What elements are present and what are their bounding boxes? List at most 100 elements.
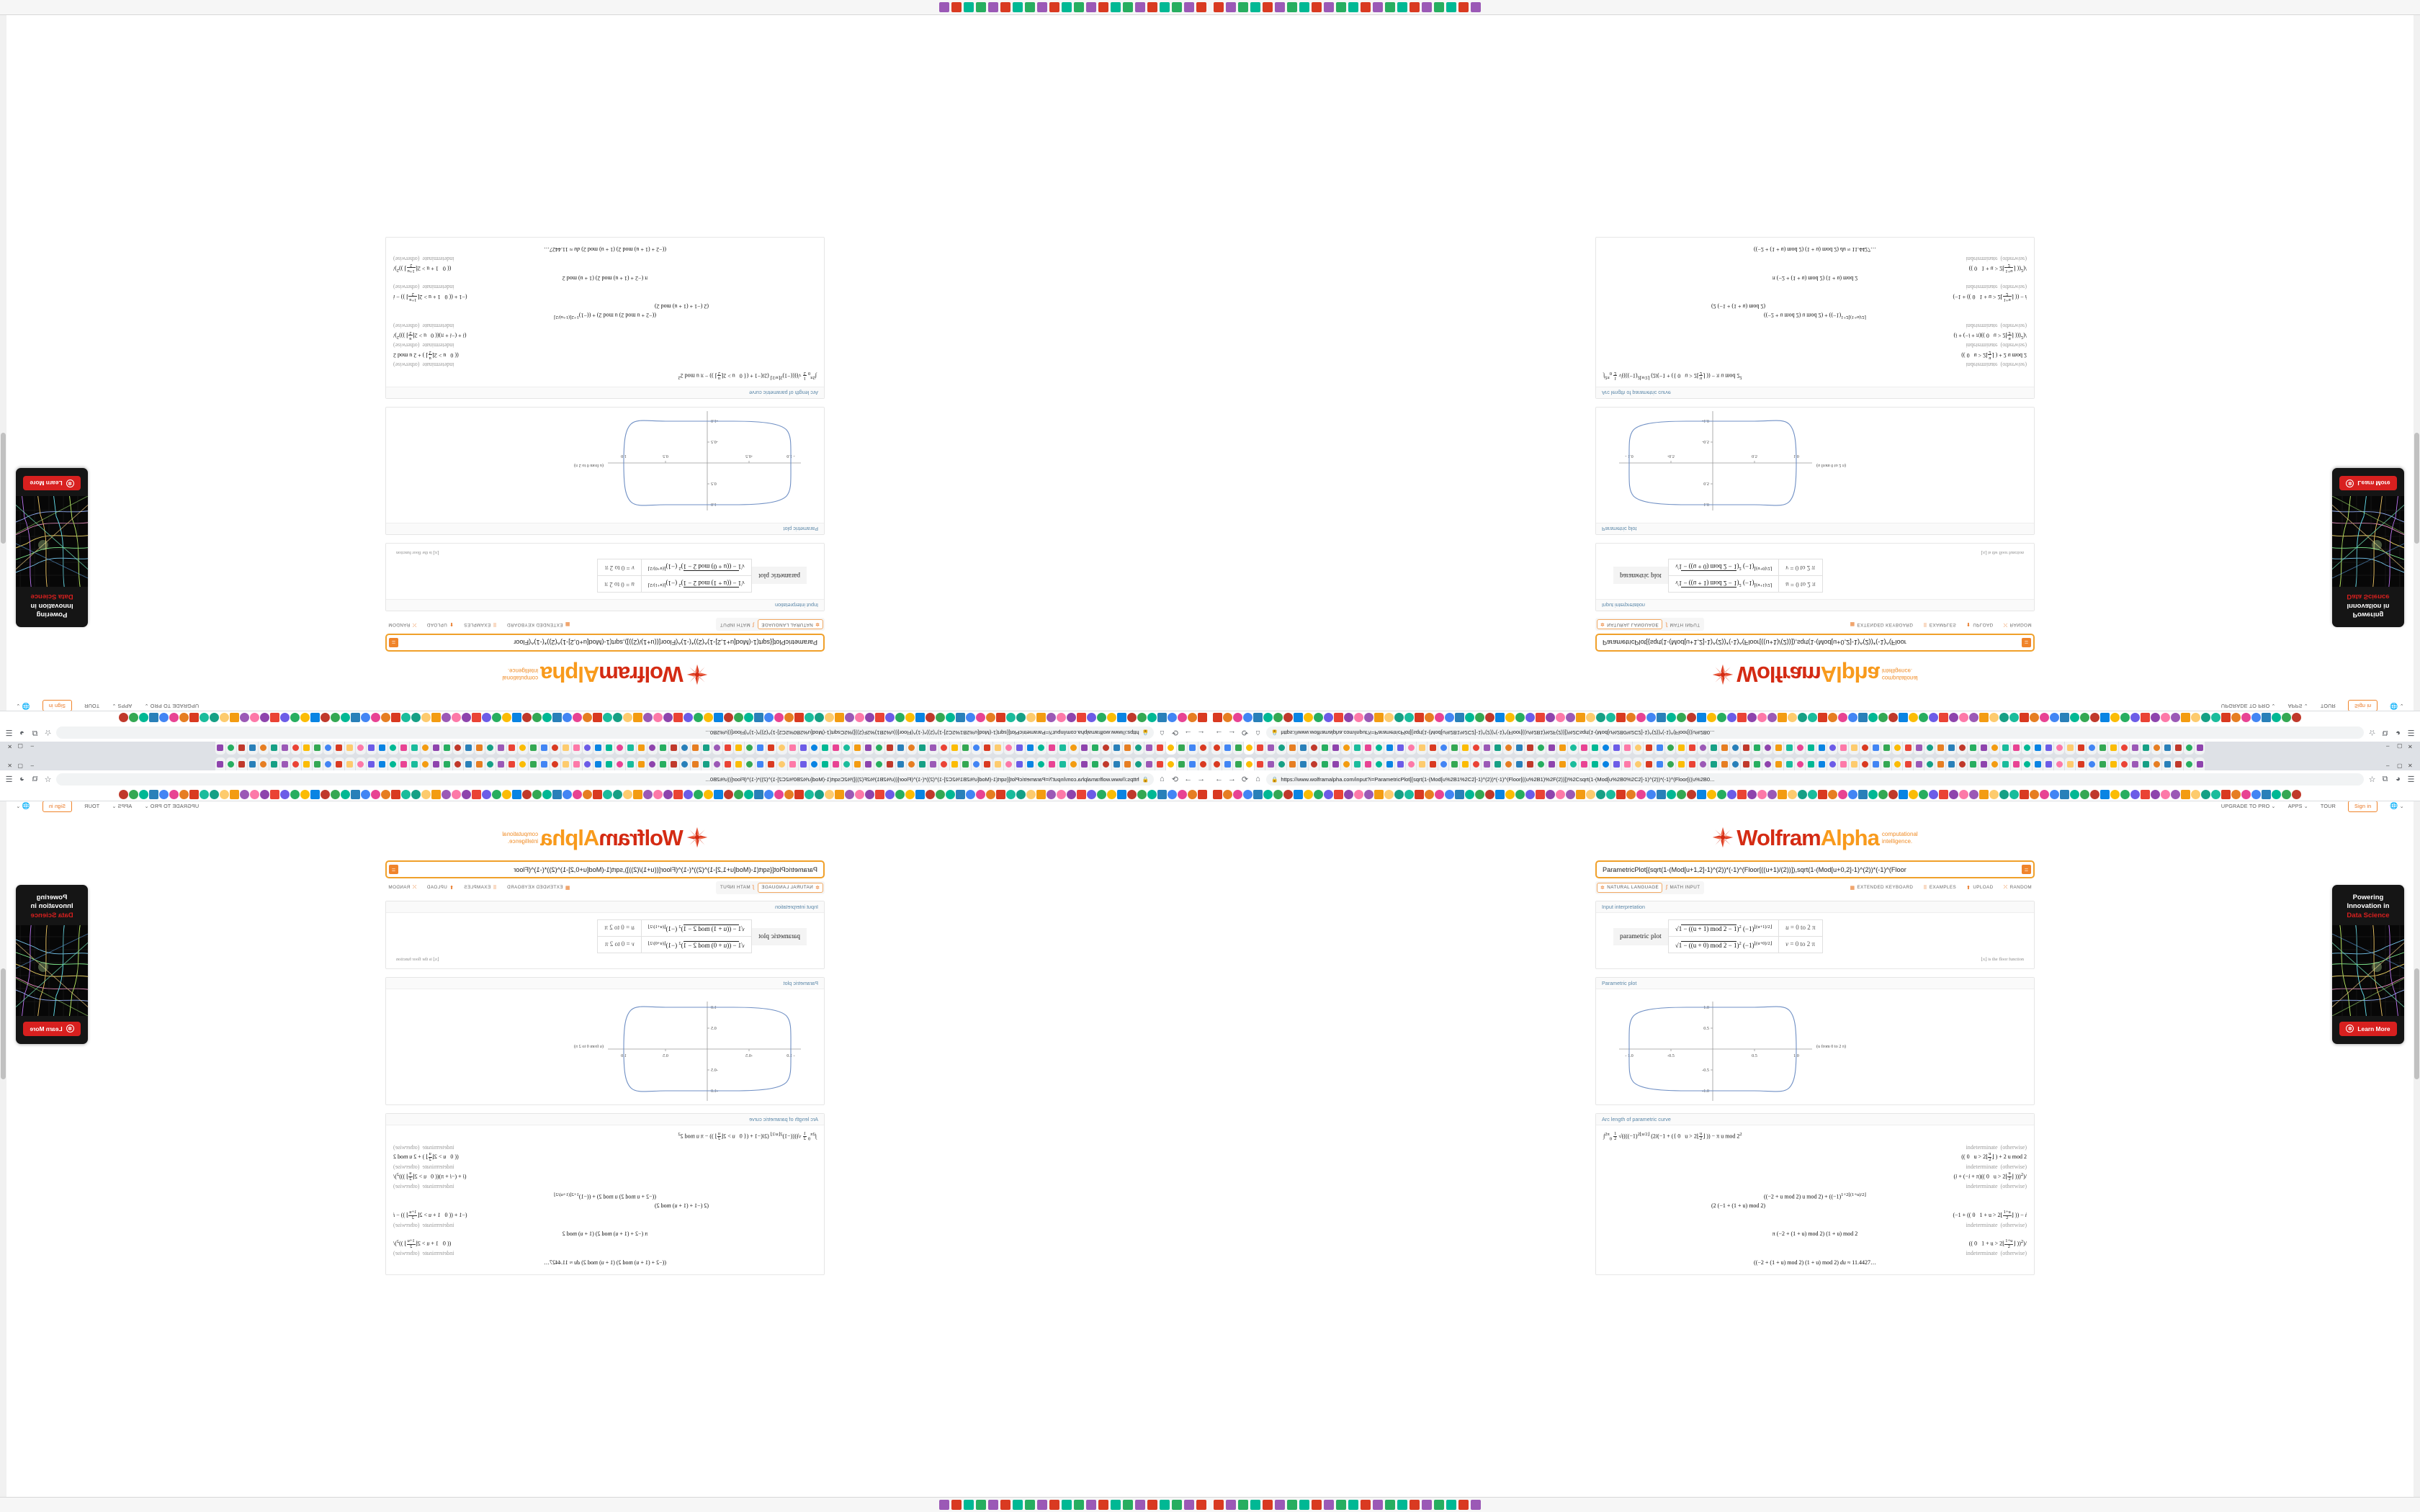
browser-tab[interactable]: [1460, 742, 1470, 755]
bookmark-item[interactable]: [905, 789, 915, 799]
bookmark-item[interactable]: [1828, 713, 1837, 723]
bookmark-item[interactable]: [784, 713, 794, 723]
browser-tab[interactable]: [323, 742, 333, 755]
bookmark-item[interactable]: [421, 789, 431, 799]
browser-tab[interactable]: [604, 742, 614, 755]
taskbar-app-icon[interactable]: [1348, 1500, 1358, 1510]
browser-tab[interactable]: [712, 757, 722, 770]
bookmark-item[interactable]: [1243, 713, 1252, 723]
os-taskbar[interactable]: [1210, 1497, 2420, 1512]
bookmark-item[interactable]: [351, 713, 360, 723]
browser-tab[interactable]: [1428, 757, 1438, 770]
bookmark-item[interactable]: [1939, 789, 1948, 799]
browser-tab[interactable]: [669, 757, 679, 770]
bookmark-item[interactable]: [1475, 789, 1484, 799]
bookmark-item[interactable]: [583, 713, 592, 723]
bookmark-item[interactable]: [744, 789, 753, 799]
browser-tab[interactable]: [1568, 757, 1578, 770]
taskbar-app-icon[interactable]: [1000, 2, 1010, 12]
bookmark-item[interactable]: [1384, 713, 1394, 723]
browser-tab[interactable]: [377, 742, 387, 755]
bookmark-item[interactable]: [2181, 713, 2190, 723]
browser-tab[interactable]: [820, 742, 830, 755]
os-taskbar[interactable]: [0, 1497, 1210, 1512]
taskbar-app-icon[interactable]: [1123, 1500, 1133, 1510]
bookmark-item[interactable]: [139, 713, 148, 723]
browser-tab[interactable]: [1741, 757, 1751, 770]
bookmark-item[interactable]: [623, 713, 632, 723]
taskbar-app-icon[interactable]: [1361, 2, 1371, 12]
bookmark-item[interactable]: [976, 789, 985, 799]
bookmark-item[interactable]: [2151, 713, 2160, 723]
bookmark-item[interactable]: [926, 789, 935, 799]
bookmark-item[interactable]: [1556, 789, 1565, 799]
taskbar-app-icon[interactable]: [1410, 2, 1420, 12]
nav-upgrade-to-pro[interactable]: UPGRADE TO PRO ⌄: [2220, 703, 2276, 709]
taskbar-app-icon[interactable]: [1123, 2, 1133, 12]
browser-tab[interactable]: [475, 742, 485, 755]
bookmark-item[interactable]: [119, 789, 128, 799]
browser-tab[interactable]: [248, 742, 258, 755]
bookmark-item[interactable]: [1677, 789, 1686, 799]
search-input[interactable]: ParametricPlot[{sqrt(1-(Mod[u+1,2]-1)^(2…: [514, 639, 817, 647]
browser-tab[interactable]: [1188, 742, 1198, 755]
bookmark-item[interactable]: [1556, 713, 1565, 723]
browser-tab[interactable]: [993, 757, 1003, 770]
bookmark-item[interactable]: [1354, 789, 1363, 799]
browser-tab[interactable]: [691, 757, 701, 770]
bookmark-item[interactable]: [512, 713, 521, 723]
browser-tab[interactable]: [1935, 742, 1945, 755]
examples-button[interactable]: ⠿ EXAMPLES: [463, 885, 497, 891]
browser-tab[interactable]: [1015, 742, 1025, 755]
browser-tab[interactable]: [2108, 757, 2118, 770]
taskbar-app-icon[interactable]: [988, 1500, 998, 1510]
bookmark-item[interactable]: [2070, 789, 2079, 799]
bookmark-item[interactable]: [200, 789, 209, 799]
bookmark-item[interactable]: [764, 713, 774, 723]
bookmark-item[interactable]: [2020, 713, 2029, 723]
bookmark-item[interactable]: [1737, 789, 1747, 799]
bookmark-item[interactable]: [643, 789, 653, 799]
browser-tab[interactable]: [2130, 757, 2140, 770]
browser-tab-strip[interactable]: – ▢ ✕: [1210, 756, 2420, 770]
bookmark-item[interactable]: [1949, 789, 1958, 799]
browser-tab[interactable]: [1492, 757, 1502, 770]
bookmark-item[interactable]: [1223, 789, 1232, 799]
browser-tab[interactable]: [1069, 742, 1079, 755]
bookmark-item[interactable]: [341, 713, 350, 723]
browser-tab[interactable]: [1352, 742, 1362, 755]
browser-tab[interactable]: [215, 742, 225, 755]
window-close-button[interactable]: ✕: [2408, 762, 2413, 769]
forward-arrow-icon[interactable]: →: [1228, 729, 1236, 737]
taskbar-app-icon[interactable]: [1385, 1500, 1395, 1510]
browser-tab[interactable]: [842, 757, 852, 770]
bookmark-item[interactable]: [2060, 789, 2069, 799]
page-scrollbar[interactable]: [2414, 801, 2420, 1497]
browser-tab[interactable]: [539, 742, 550, 755]
taskbar-app-icon[interactable]: [1062, 2, 1072, 12]
browser-tab[interactable]: [572, 757, 582, 770]
bookmark-item[interactable]: [1667, 789, 1676, 799]
bookmark-item[interactable]: [1909, 789, 1918, 799]
bookmark-item[interactable]: [1213, 789, 1222, 799]
bookmark-item[interactable]: [381, 713, 390, 723]
bookmark-item[interactable]: [2151, 789, 2160, 799]
taskbar-app-icon[interactable]: [1000, 1500, 1010, 1510]
window-minimize-button[interactable]: –: [30, 743, 34, 750]
browser-tab[interactable]: [485, 742, 496, 755]
bookmark-item[interactable]: [1939, 713, 1948, 723]
bookmark-item[interactable]: [341, 789, 350, 799]
bookmark-item[interactable]: [149, 789, 158, 799]
bookmark-star-icon[interactable]: ☆: [2368, 775, 2376, 784]
browser-tab[interactable]: [1298, 757, 1308, 770]
bookmark-item[interactable]: [1646, 713, 1656, 723]
browser-tab[interactable]: [1101, 757, 1111, 770]
taskbar-app-icon[interactable]: [1287, 1500, 1297, 1510]
taskbar-app-icon[interactable]: [1471, 2, 1481, 12]
nav-tour[interactable]: TOUR: [2320, 803, 2336, 809]
bookmark-item[interactable]: [1263, 789, 1273, 799]
upload-button[interactable]: ⬆ UPLOAD: [426, 885, 454, 891]
bookmark-item[interactable]: [290, 713, 300, 723]
bookmark-item[interactable]: [1818, 713, 1827, 723]
bookmark-item[interactable]: [1495, 713, 1505, 723]
